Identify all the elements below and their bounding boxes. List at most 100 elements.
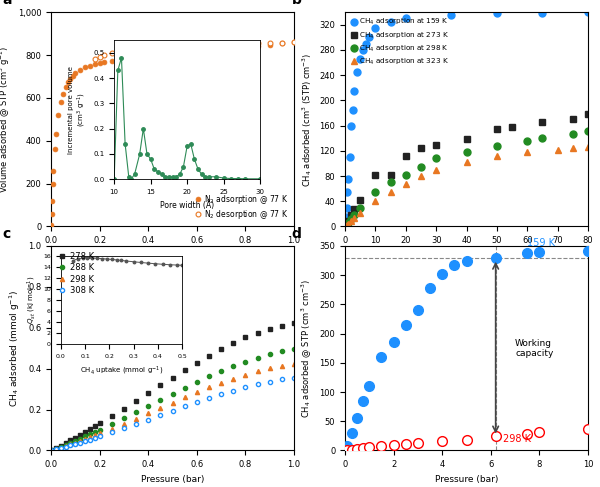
Line: CH$_4$ adsorption at 298 K: CH$_4$ adsorption at 298 K [342, 127, 592, 230]
278 K [205, 353, 212, 358]
CH$_4$ adsorption at 159 K [346, 154, 353, 160]
CH$_4$ adsorption at 298 K [343, 222, 350, 227]
CH$_4$ adsorption at 273 K [418, 145, 425, 150]
298 K [230, 376, 237, 382]
298 K [193, 390, 200, 395]
298 K [108, 426, 115, 431]
278 K [67, 437, 74, 443]
CH$_4$ adsorption at 323 K [347, 218, 355, 224]
N$_2$ desorption @ 77 K [205, 42, 212, 48]
CH$_4$ adsorption at 159 K [353, 69, 361, 75]
CH$_4$ adsorption at 273 K [342, 223, 349, 229]
CH$_4$ adsorption at 323 K [402, 181, 409, 187]
CH$_4$ adsorption at 298 K [344, 220, 352, 225]
CH$_4$ adsorption at 298 K [539, 135, 546, 141]
N$_2$ adsorption @ 77 K [86, 63, 94, 69]
298 K [217, 380, 224, 386]
278 K [72, 435, 79, 441]
N$_2$ adsorption @ 77 K [115, 57, 122, 63]
288 K [169, 391, 176, 397]
308 K [133, 421, 140, 427]
CH$_4$ adsorption at 159 K [350, 88, 358, 94]
308 K [52, 446, 59, 452]
288 K [77, 436, 84, 442]
N$_2$ adsorption @ 77 K [133, 56, 140, 61]
N$_2$ adsorption @ 77 K [59, 91, 67, 96]
CH$_4$ adsorption at 323 K [524, 149, 531, 155]
308 K [57, 445, 64, 451]
CH$_4$ adsorption at 273 K [387, 172, 394, 178]
278 K [217, 346, 224, 352]
298 K [47, 448, 55, 453]
278 K [254, 330, 261, 336]
N$_2$ adsorption @ 77 K [278, 40, 286, 46]
CH$_4$ adsorption at 159 K [387, 19, 394, 24]
288 K [91, 429, 98, 435]
298 K [157, 405, 164, 411]
CH$_4$ adsorption at 323 K [372, 198, 379, 204]
308 K [193, 399, 200, 405]
308 K [181, 404, 188, 410]
N$_2$ adsorption @ 77 K [64, 79, 71, 85]
298 K [120, 421, 128, 427]
278 K [77, 432, 84, 438]
278 K [193, 359, 200, 365]
Line: 288 K: 288 K [49, 347, 296, 452]
Legend: CH$_4$ adsorption at 159 K, CH$_4$ adsorption at 273 K, CH$_4$ adsorption at 298: CH$_4$ adsorption at 159 K, CH$_4$ adsor… [349, 16, 451, 68]
CH$_4$ adsorption at 298 K [350, 212, 358, 218]
308 K [230, 388, 237, 393]
288 K [47, 448, 55, 453]
Line: CH$_4$ adsorption at 323 K: CH$_4$ adsorption at 323 K [342, 144, 592, 230]
278 K [96, 420, 103, 426]
CH$_4$ adsorption at 323 K [493, 153, 500, 159]
N$_2$ desorption @ 77 K [278, 39, 286, 45]
N$_2$ adsorption @ 77 K [181, 52, 188, 58]
298 K [181, 394, 188, 400]
N$_2$ adsorption @ 77 K [120, 56, 128, 62]
N$_2$ adsorption @ 77 K [49, 198, 56, 204]
CH$_4$ adsorption at 159 K [344, 176, 352, 182]
Text: 298 K: 298 K [503, 434, 531, 444]
308 K [72, 441, 79, 447]
308 K [47, 448, 55, 453]
N$_2$ desorption @ 77 K [133, 47, 140, 53]
Text: c: c [2, 227, 11, 241]
278 K [82, 429, 89, 435]
N$_2$ desorption @ 77 K [181, 44, 188, 50]
298 K [91, 432, 98, 438]
N$_2$ desorption @ 77 K [217, 42, 224, 48]
CH$_4$ adsorption at 159 K [362, 41, 370, 47]
N$_2$ adsorption @ 77 K [205, 50, 212, 56]
Text: Working
capacity: Working capacity [515, 338, 553, 358]
298 K [82, 436, 89, 442]
X-axis label: Pressure (bar): Pressure (bar) [141, 475, 204, 484]
308 K [290, 375, 298, 380]
X-axis label: Pressure (bar): Pressure (bar) [435, 475, 498, 484]
308 K [77, 440, 84, 446]
288 K [278, 348, 286, 354]
288 K [266, 351, 274, 357]
288 K [86, 431, 94, 437]
N$_2$ adsorption @ 77 K [69, 73, 76, 79]
CH$_4$ adsorption at 273 K [493, 126, 500, 131]
CH$_4$ adsorption at 323 K [584, 144, 592, 150]
Text: d: d [292, 227, 301, 241]
CH$_4$ adsorption at 273 K [347, 212, 355, 218]
288 K [72, 438, 79, 444]
308 K [217, 392, 224, 397]
CH$_4$ adsorption at 273 K [539, 119, 546, 125]
CH$_4$ adsorption at 298 K [342, 224, 349, 229]
Y-axis label: CH$_4$ adsorbed @ STP (cm$^3$ cm$^{-3}$): CH$_4$ adsorbed @ STP (cm$^3$ cm$^{-3}$) [299, 279, 314, 418]
CH$_4$ adsorption at 159 K [359, 47, 367, 53]
N$_2$ adsorption @ 77 K [52, 131, 59, 137]
298 K [57, 445, 64, 450]
CH$_4$ adsorption at 298 K [418, 164, 425, 169]
N$_2$ adsorption @ 77 K [254, 43, 261, 49]
288 K [217, 368, 224, 374]
CH$_4$ adsorption at 159 K [349, 107, 356, 113]
278 K [52, 445, 59, 451]
CH$_4$ adsorption at 159 K [342, 222, 349, 228]
308 K [91, 435, 98, 441]
Line: 308 K: 308 K [49, 375, 296, 452]
CH$_4$ adsorption at 159 K [539, 10, 546, 16]
